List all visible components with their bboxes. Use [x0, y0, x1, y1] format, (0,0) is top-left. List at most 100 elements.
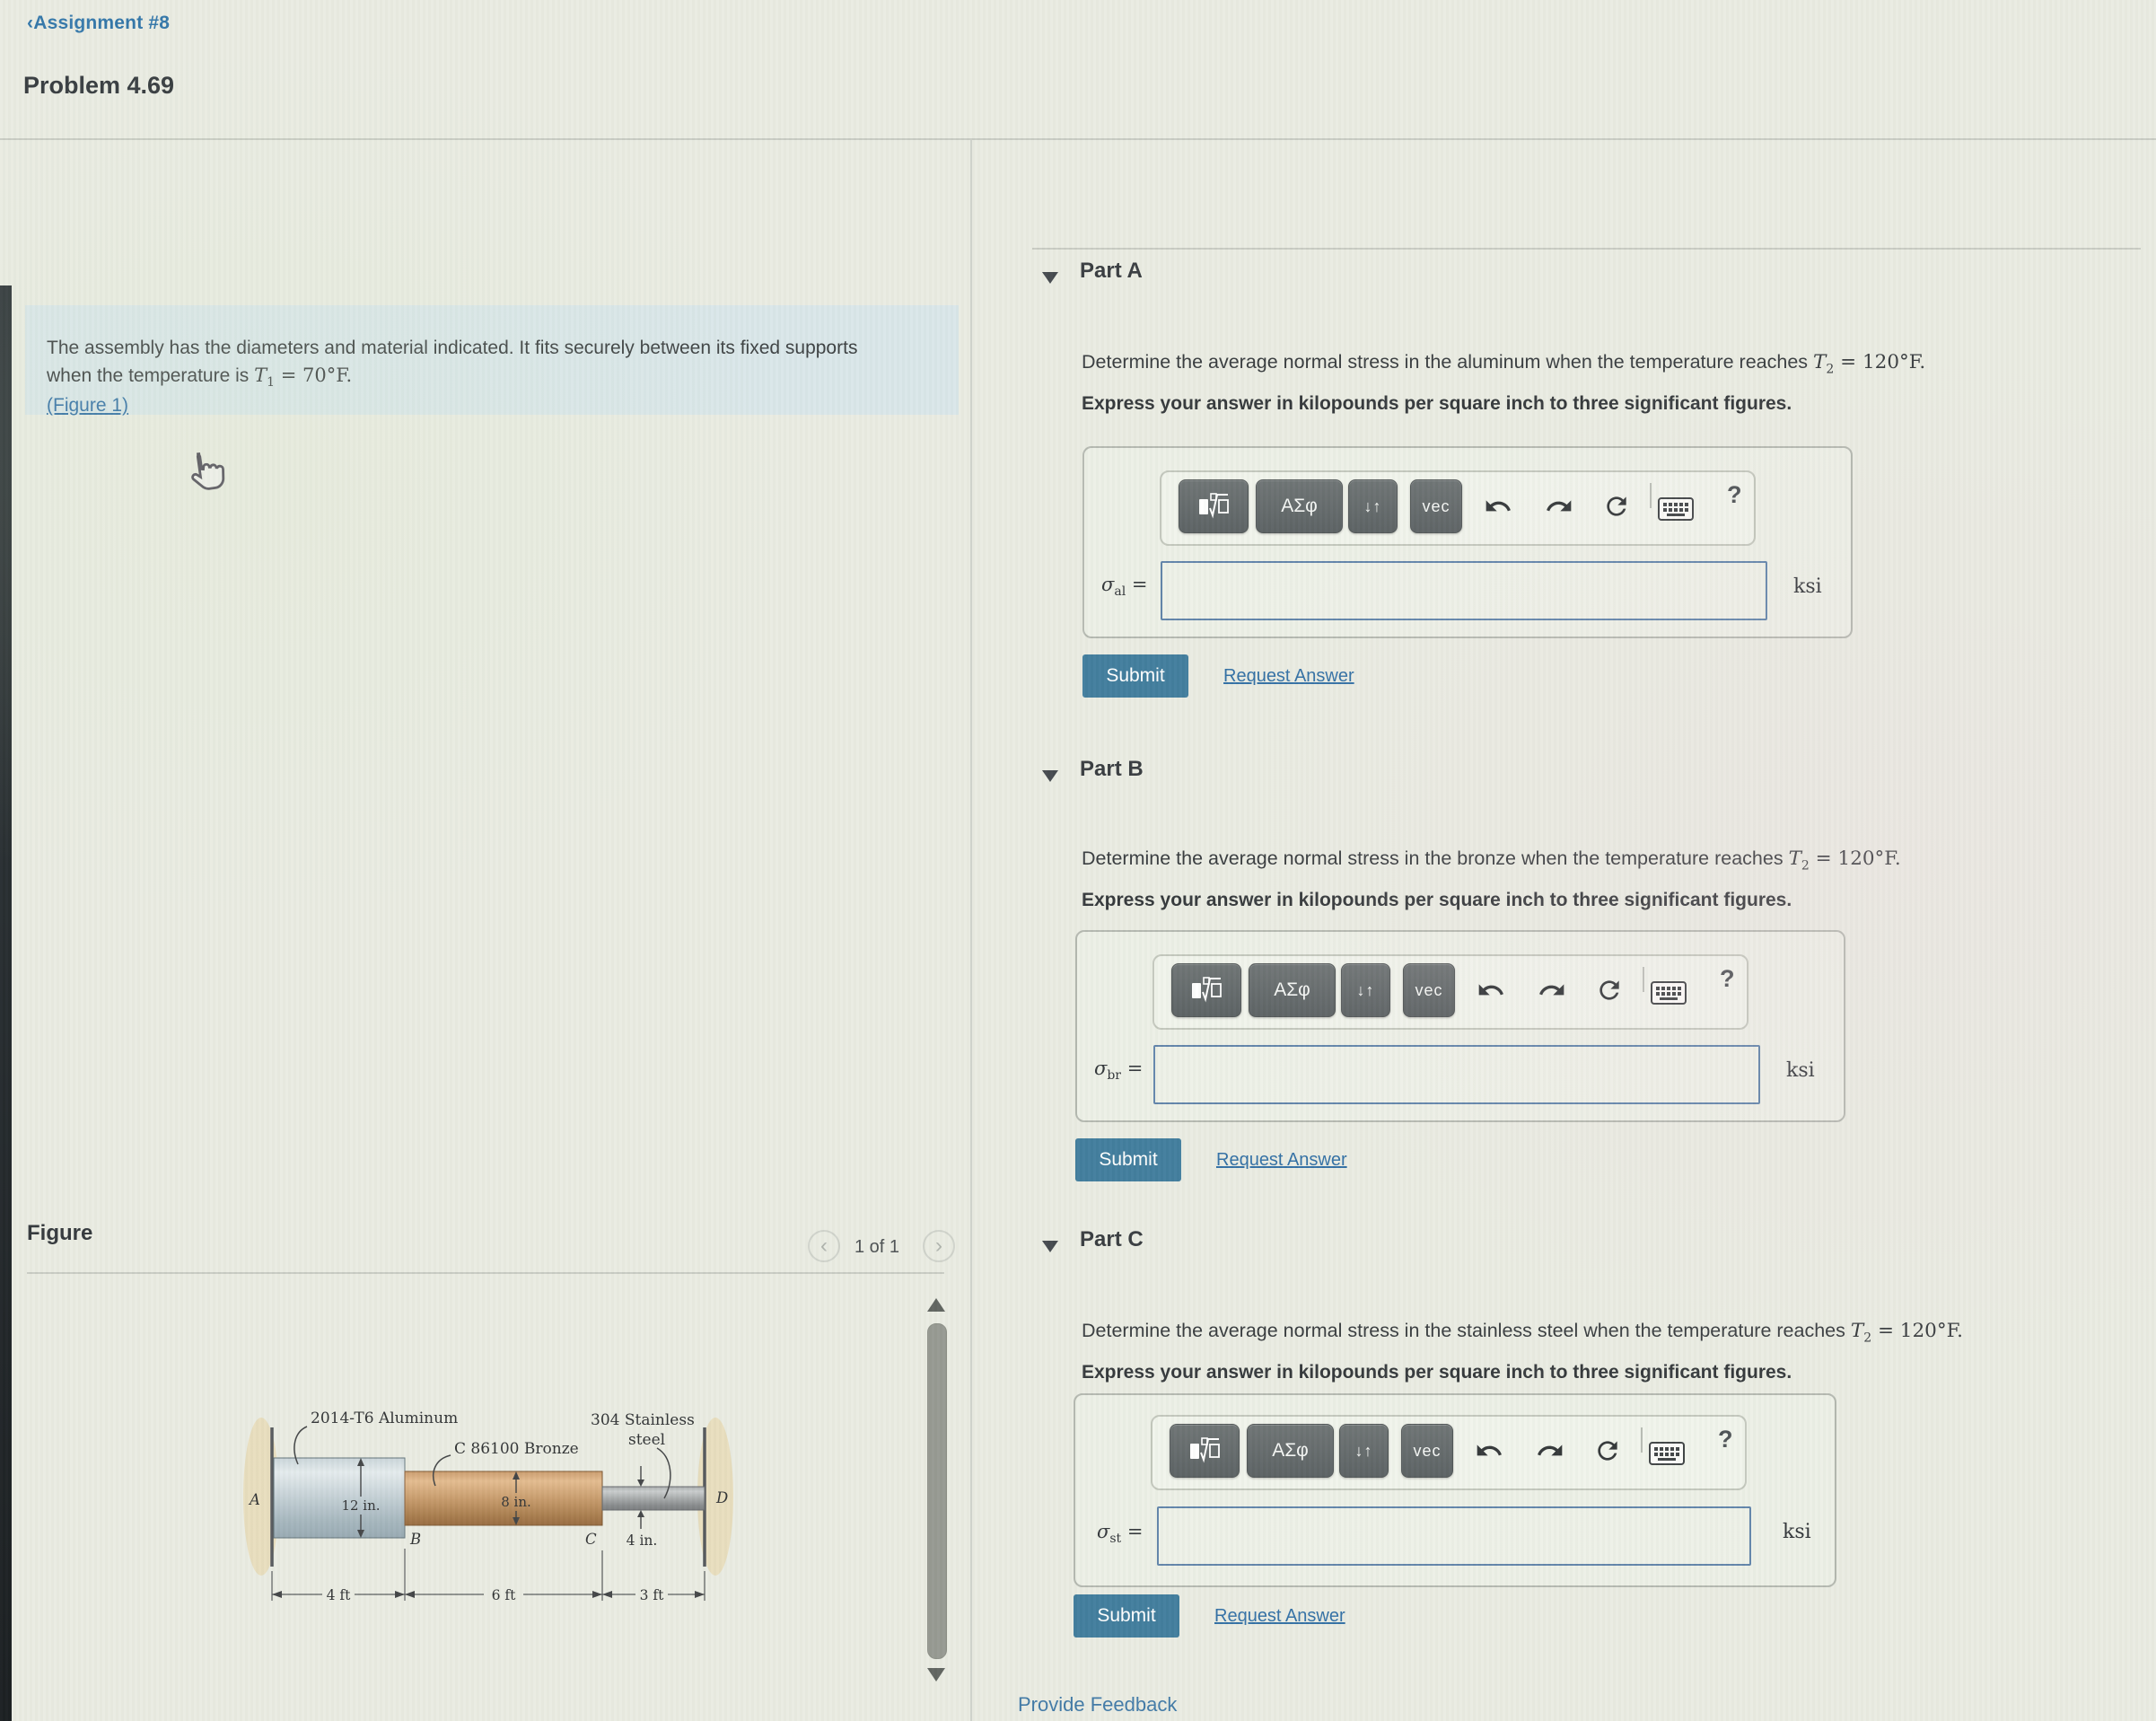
part-c-title: Part C	[1080, 1227, 1144, 1251]
math-t2-value: = 120°F.	[1871, 1320, 1963, 1342]
figure-prev-button[interactable]: ‹	[808, 1230, 840, 1262]
length-cd-label: 3 ft	[640, 1587, 665, 1603]
unit-label: ksi	[1786, 1059, 1815, 1082]
statement-highlight	[25, 305, 959, 415]
updown-arrows-button[interactable]: ↓↑	[1341, 963, 1390, 1017]
arrowhead	[637, 1510, 644, 1517]
reset-icon[interactable]	[1602, 492, 1631, 521]
greek-symbols-button[interactable]: ΑΣφ	[1256, 479, 1343, 533]
back-chevron-icon: ‹	[27, 13, 34, 33]
part-a-request-answer-link[interactable]: Request Answer	[1223, 666, 1354, 686]
math-t2-sub: 2	[1826, 362, 1835, 377]
equation-editor-icon	[1192, 977, 1222, 1003]
math-toolbar: ΑΣφ ↓↑ vec ?	[1151, 1415, 1747, 1490]
part-b-request-answer-link[interactable]: Request Answer	[1216, 1150, 1347, 1170]
math-toolbar: ΑΣφ ↓↑ vec ?	[1160, 470, 1756, 546]
redo-icon[interactable]	[1545, 492, 1573, 521]
toolbar-divider	[1650, 483, 1652, 508]
answer-variable-label: σal =	[1101, 574, 1147, 599]
help-icon[interactable]: ?	[1718, 1426, 1733, 1453]
math-t1-sub: 1	[267, 375, 276, 391]
help-icon[interactable]: ?	[1727, 481, 1742, 508]
problem-statement: The assembly has the diameters and mater…	[47, 335, 899, 419]
vector-button[interactable]: vec	[1403, 963, 1455, 1017]
updown-arrows-label: ↓↑	[1356, 980, 1375, 999]
keyboard-icon[interactable]	[1658, 497, 1694, 526]
aluminum-leader-line	[294, 1426, 308, 1465]
hand-cursor-icon	[191, 452, 225, 490]
undo-icon[interactable]	[1475, 1436, 1503, 1465]
updown-arrows-button[interactable]: ↓↑	[1339, 1424, 1389, 1478]
equation-editor-button[interactable]	[1170, 1424, 1240, 1478]
length-ab-label: 4 ft	[327, 1587, 352, 1603]
scroll-up-arrow[interactable]	[927, 1298, 945, 1312]
toolbar-divider	[1643, 967, 1644, 992]
arrowhead	[357, 1458, 364, 1466]
part-b-title: Part B	[1080, 757, 1144, 781]
undo-icon[interactable]	[1477, 976, 1505, 1005]
figure-next-button[interactable]: ›	[923, 1230, 955, 1262]
greek-symbols-button[interactable]: ΑΣφ	[1247, 1424, 1334, 1478]
math-t2: T	[1850, 1320, 1864, 1342]
page-title: Problem 4.69	[23, 72, 175, 99]
part-c-prompt: Determine the average normal stress in t…	[1082, 1320, 1963, 1345]
unit-label: ksi	[1793, 575, 1822, 598]
help-icon[interactable]: ?	[1720, 965, 1735, 992]
vector-label: vec	[1422, 496, 1450, 515]
sigma-subscript: br	[1107, 1068, 1121, 1084]
reset-icon[interactable]	[1595, 976, 1624, 1005]
math-t1-value: = 70°F.	[275, 364, 353, 387]
vector-button[interactable]: vec	[1410, 479, 1462, 533]
equals-sign: =	[1126, 1521, 1144, 1542]
math-t2-value: = 120°F.	[1834, 351, 1926, 373]
panel-divider	[970, 140, 972, 1721]
part-a-answer-box: ΑΣφ ↓↑ vec ? σal = ksi	[1082, 446, 1853, 638]
sigma-subscript: st	[1109, 1532, 1122, 1547]
greek-symbols-button[interactable]: ΑΣφ	[1249, 963, 1336, 1017]
part-a-collapse-icon[interactable]	[1042, 272, 1058, 284]
part-a-submit-button[interactable]: Submit	[1082, 654, 1188, 698]
updown-arrows-button[interactable]: ↓↑	[1348, 479, 1398, 533]
keyboard-icon[interactable]	[1651, 981, 1687, 1010]
part-b-submit-button[interactable]: Submit	[1075, 1138, 1181, 1181]
vector-button[interactable]: vec	[1401, 1424, 1453, 1478]
part-a-prompt: Determine the average normal stress in t…	[1082, 351, 1925, 376]
part-a-title: Part A	[1080, 259, 1143, 283]
part-c-submit-button[interactable]: Submit	[1074, 1594, 1179, 1638]
redo-icon[interactable]	[1536, 1436, 1564, 1465]
part-c-collapse-icon[interactable]	[1042, 1241, 1058, 1252]
part-c-request-answer-link[interactable]: Request Answer	[1214, 1606, 1345, 1626]
scroll-down-arrow[interactable]	[927, 1668, 945, 1681]
bronze-segment	[404, 1471, 603, 1526]
provide-feedback-link[interactable]: Provide Feedback	[1018, 1693, 1178, 1716]
keyboard-icon[interactable]	[1649, 1442, 1685, 1471]
part-c-answer-input[interactable]	[1157, 1506, 1751, 1566]
support-shading-right	[697, 1418, 733, 1576]
part-b-answer-input[interactable]	[1153, 1045, 1760, 1104]
prompt-text: Determine the average normal stress in t…	[1082, 1320, 1851, 1341]
point-d-label: D	[715, 1489, 728, 1506]
math-t2-value: = 120°F.	[1809, 847, 1901, 870]
back-to-assignment-link[interactable]: ‹Assignment #8	[27, 13, 170, 34]
sigma-symbol: σ	[1094, 1058, 1108, 1079]
reset-icon[interactable]	[1593, 1436, 1622, 1465]
steel-material-label-1: 304 Stainless	[591, 1411, 695, 1429]
part-b-collapse-icon[interactable]	[1042, 770, 1058, 782]
part-b-prompt: Determine the average normal stress in t…	[1082, 847, 1901, 873]
undo-icon[interactable]	[1484, 492, 1512, 521]
arrowhead	[513, 1471, 520, 1480]
redo-icon[interactable]	[1538, 976, 1566, 1005]
figure-1-link[interactable]: (Figure 1)	[47, 394, 129, 416]
figure-heading: Figure	[27, 1221, 93, 1245]
equation-editor-button[interactable]	[1179, 479, 1249, 533]
answer-variable-label: σbr =	[1094, 1058, 1143, 1083]
part-a-answer-input[interactable]	[1161, 561, 1767, 620]
equation-editor-icon	[1190, 1437, 1220, 1463]
math-t1: T	[254, 364, 267, 387]
equals-sign: =	[1126, 1058, 1144, 1079]
greek-symbols-label: ΑΣφ	[1281, 496, 1318, 516]
figure-scrollbar-thumb[interactable]	[927, 1323, 947, 1659]
header-divider	[0, 138, 2156, 140]
equation-editor-button[interactable]	[1171, 963, 1241, 1017]
